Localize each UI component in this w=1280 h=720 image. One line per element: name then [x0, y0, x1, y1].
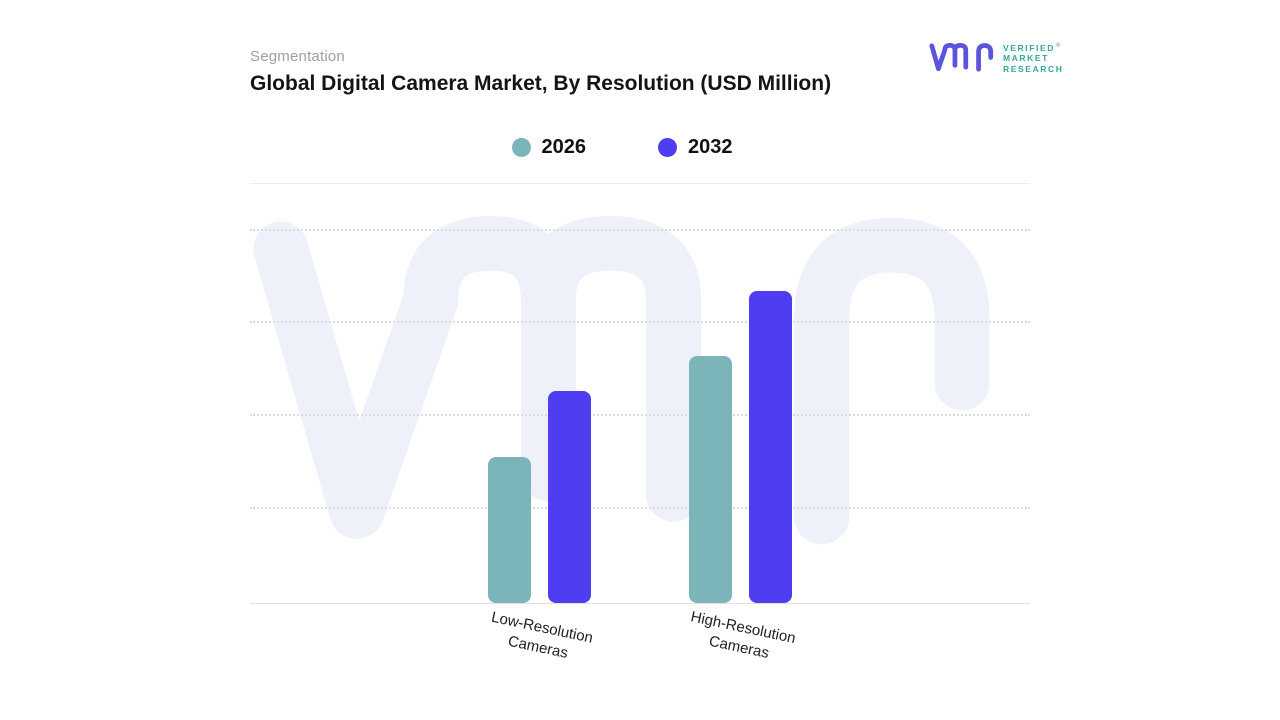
bar-high-resolution-cameras-2032	[749, 291, 792, 603]
vmr-logo-icon	[929, 42, 994, 72]
bar-high-resolution-cameras-2026	[689, 356, 732, 603]
brand-line-verified: VERIFIED	[1003, 42, 1056, 53]
gridline	[250, 507, 1030, 509]
legend-item-2032: 2032	[658, 136, 733, 159]
vmr-watermark-icon	[253, 215, 990, 545]
registered-mark: ®	[1056, 42, 1061, 49]
gridline	[250, 321, 1030, 323]
bar-group-high-resolution-cameras	[689, 291, 792, 603]
report-header: Segmentation Global Digital Camera Marke…	[250, 48, 831, 96]
segmentation-eyebrow: Segmentation	[250, 48, 345, 65]
chart-title: Global Digital Camera Market, By Resolut…	[250, 72, 832, 95]
x-axis-label-low-resolution-cameras: Low-Resolution Cameras	[463, 603, 618, 673]
brand-line-research: RESEARCH	[1003, 63, 1064, 74]
gridline	[250, 229, 1030, 231]
legend-label-2032: 2032	[688, 136, 733, 158]
legend-label-2026: 2026	[541, 136, 587, 158]
legend-item-2026: 2026	[511, 136, 587, 159]
chart-legend: 2026 2032	[232, 136, 1012, 159]
x-axis-labels: Low-Resolution Cameras High-Resolution Cam…	[250, 608, 1030, 690]
vmr-brand: VERIFIED® MARKET RESEARCH	[929, 40, 1064, 75]
bar-group-low-resolution-cameras	[488, 391, 591, 603]
bar-low-resolution-cameras-2026	[488, 457, 531, 603]
x-axis-label-high-resolution-cameras: High-Resolution Cameras	[664, 603, 819, 673]
bar-low-resolution-cameras-2032	[548, 391, 591, 603]
legend-dot-2032-icon	[658, 138, 677, 157]
brand-line-market: MARKET	[1003, 53, 1049, 64]
legend-dot-2026-icon	[511, 138, 531, 157]
vmr-brand-text: VERIFIED® MARKET RESEARCH	[1003, 41, 1064, 74]
gridline	[250, 414, 1030, 416]
bar-chart-plot-area	[250, 183, 1030, 604]
